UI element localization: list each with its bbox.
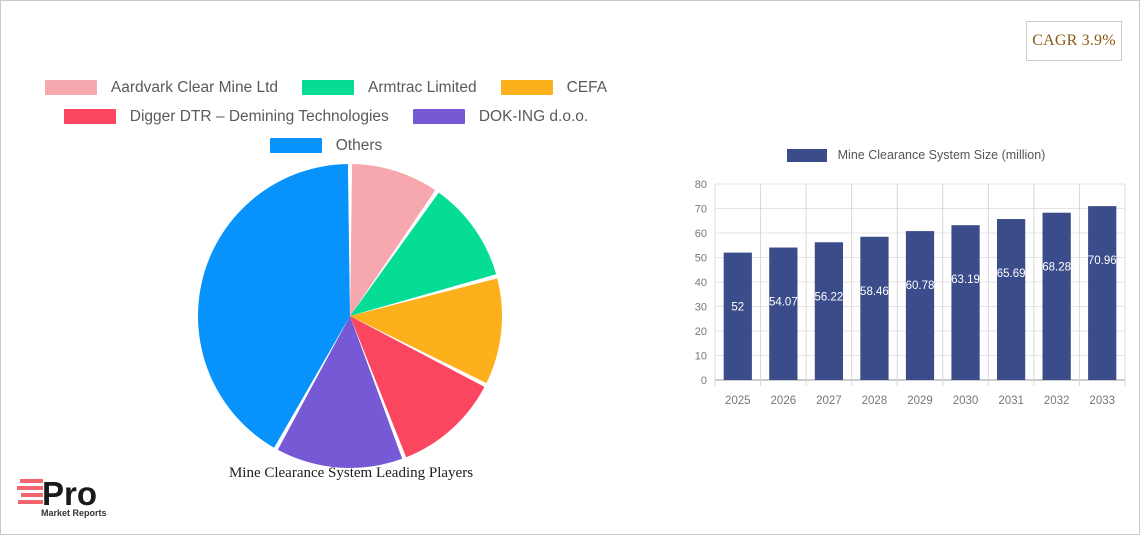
logo-wordmark: Pro	[42, 475, 97, 512]
bar-value-label: 56.22	[814, 291, 843, 303]
bar[interactable]	[1088, 206, 1117, 380]
bar[interactable]	[723, 252, 752, 380]
y-axis-tick-label: 20	[695, 326, 707, 338]
pie-legend-row: Digger DTR – Demining Technologies DOK-I…	[11, 102, 641, 131]
bar[interactable]	[1042, 212, 1071, 380]
legend-swatch-icon	[63, 109, 116, 124]
bar[interactable]	[951, 225, 980, 380]
legend-swatch-icon	[500, 80, 553, 95]
legend-swatch-icon	[412, 109, 465, 124]
bar[interactable]	[769, 247, 798, 380]
pie-legend-item-digger-dtr: Digger DTR – Demining Technologies	[63, 107, 389, 126]
x-axis-tick-label: 2026	[771, 395, 797, 407]
pie-legend-item-dok-ing: DOK-ING d.o.o.	[412, 107, 589, 126]
bar[interactable]	[905, 231, 935, 380]
bar-value-label: 63.19	[951, 274, 980, 286]
pie-slice[interactable]	[277, 316, 403, 468]
pie-legend-label: CEFA	[566, 78, 608, 96]
x-axis-tick-label: 2033	[1089, 395, 1115, 407]
pie-chart-svg	[198, 164, 503, 468]
bar-value-label: 58.46	[860, 286, 889, 298]
legend-swatch-icon	[302, 80, 355, 95]
bar-value-label: 65.69	[997, 268, 1026, 280]
pie-legend-label: Aardvark Clear Mine Ltd	[110, 78, 279, 96]
pie-legend-label: Others	[335, 136, 383, 154]
logo-bars-icon	[17, 479, 43, 504]
y-axis-tick-label: 30	[695, 302, 707, 314]
pro-market-reports-logo: Pro Market Reports	[17, 471, 113, 519]
pie-slice[interactable]	[350, 192, 497, 316]
x-axis-tick-label: 2027	[816, 395, 842, 407]
x-axis-tick-label: 2029	[907, 395, 933, 407]
pie-legend-item-others: Others	[269, 136, 383, 155]
pie-slice[interactable]	[350, 164, 436, 316]
bar-legend-label: Mine Clearance System Size (million)	[837, 148, 1046, 162]
pie-slice[interactable]	[198, 164, 350, 448]
bar[interactable]	[814, 242, 844, 380]
pie-legend-row: Others	[11, 131, 641, 160]
pie-chart	[197, 163, 503, 469]
bar-value-label: 60.78	[906, 280, 935, 292]
x-axis-tick-label: 2025	[725, 395, 751, 407]
pie-legend-item-aardvark: Aardvark Clear Mine Ltd	[44, 78, 279, 97]
y-axis-tick-label: 80	[695, 179, 707, 191]
y-axis-tick-label: 70	[695, 204, 707, 216]
bar-value-label: 70.96	[1088, 255, 1117, 267]
pie-chart-title: Mine Clearance System Leading Players	[228, 465, 474, 481]
legend-swatch-icon	[269, 138, 322, 153]
pie-slice[interactable]	[350, 278, 503, 384]
y-axis-tick-label: 0	[701, 375, 707, 387]
pie-legend: Aardvark Clear Mine Ltd Armtrac Limited …	[11, 73, 641, 160]
bar-chart: Mine Clearance System Size (million) 0 10…	[673, 144, 1129, 414]
x-axis-tick-label: 2028	[862, 395, 888, 407]
x-axis-tick-label: 2032	[1044, 395, 1070, 407]
bar-chart-legend: Mine Clearance System Size (million)	[703, 144, 1129, 166]
bar-value-label: 54.07	[769, 297, 798, 309]
y-axis-tick-label: 50	[695, 253, 707, 265]
y-axis-tick-label: 60	[695, 228, 707, 240]
pie-legend-item-cefa: CEFA	[500, 78, 608, 97]
pie-legend-item-armtrac: Armtrac Limited	[302, 79, 477, 97]
bar-value-label: 52	[731, 302, 744, 314]
cagr-badge: CAGR 3.9%	[1026, 21, 1122, 61]
x-axis-tick-label: 2031	[998, 395, 1024, 407]
pie-legend-row: Aardvark Clear Mine Ltd Armtrac Limited …	[11, 73, 641, 102]
bar[interactable]	[996, 219, 1026, 380]
legend-swatch-icon	[786, 148, 827, 162]
bar[interactable]	[860, 236, 889, 380]
pie-legend-label: DOK-ING d.o.o.	[478, 107, 589, 125]
pie-legend-label: Armtrac Limited	[368, 78, 477, 96]
y-axis-tick-label: 40	[695, 277, 707, 289]
legend-swatch-icon	[44, 80, 97, 95]
y-axis-tick-label: 10	[695, 351, 707, 363]
pie-slice[interactable]	[350, 316, 485, 458]
logo-svg: Pro Market Reports	[17, 475, 107, 518]
x-axis-tick-label: 2030	[953, 395, 979, 407]
pie-legend-label: Digger DTR – Demining Technologies	[129, 107, 389, 125]
logo-tagline: Market Reports	[41, 508, 107, 518]
bar-chart-plot: 0 10 20 30 40 50 60 70 80 52 54.07 56.22 58.46 60.78…	[673, 168, 1129, 412]
bar-value-label: 68.28	[1042, 262, 1071, 274]
cagr-badge-label: CAGR 3.9%	[1032, 32, 1116, 49]
